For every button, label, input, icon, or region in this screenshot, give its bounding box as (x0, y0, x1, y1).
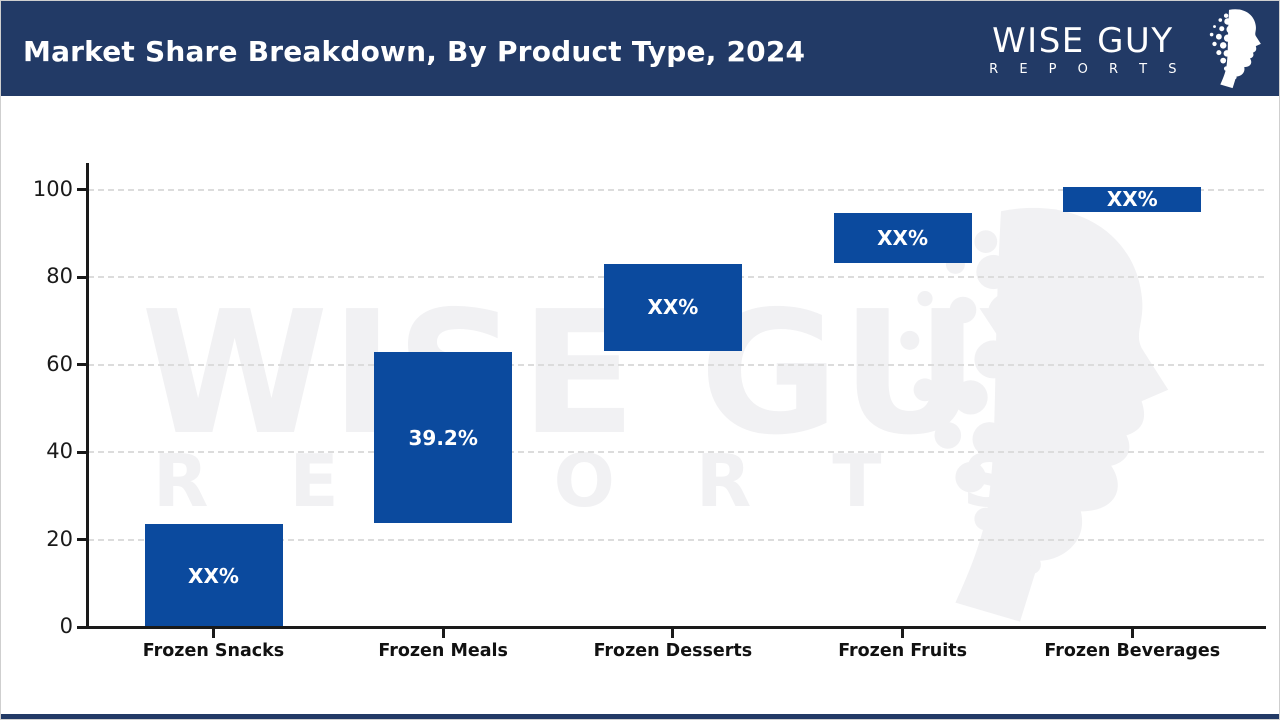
y-tick-label: 100 (32, 176, 73, 201)
y-tick-label: 80 (46, 264, 73, 288)
logo-subtitle: R E P O R T S (989, 62, 1185, 77)
y-tick-label: 20 (46, 526, 73, 551)
y-tick-mark (77, 275, 88, 279)
bar-value-label: XX% (188, 563, 239, 588)
bar-value-label: XX% (877, 225, 929, 250)
header-bar: Market Share Breakdown, By Product Type,… (1, 1, 1279, 96)
bar-frozen-desserts: XX% (603, 264, 742, 351)
gridline-20 (88, 538, 1264, 541)
gridline-40 (88, 451, 1264, 453)
y-tick-label: 40 (46, 439, 73, 463)
y-tick-label: 0 (59, 614, 73, 638)
y-tick-label: 60 (46, 351, 73, 376)
x-tick-mark (441, 629, 445, 638)
bar-frozen-snacks: XX% (144, 524, 283, 627)
y-tick-mark (77, 188, 88, 191)
y-tick-mark (77, 625, 88, 629)
x-tick-mark (212, 629, 215, 638)
bar-value-label: 39.2% (408, 425, 478, 450)
y-tick-mark (77, 450, 88, 454)
x-category-label: Frozen Snacks (142, 641, 285, 661)
logo-text: WISE GUY R E P O R T S (981, 21, 1185, 77)
logo-wordmark: WISE GUY (992, 21, 1174, 61)
bar-frozen-meals: 39.2% (374, 351, 513, 524)
bar-value-label: XX% (1106, 187, 1158, 212)
y-tick-mark (77, 538, 88, 541)
bar-value-label: XX% (647, 295, 699, 320)
page-title: Market Share Breakdown, By Product Type,… (23, 35, 806, 68)
x-category-label: Frozen Beverages (1044, 641, 1221, 661)
y-tick-mark (77, 363, 88, 366)
x-tick-mark (901, 629, 905, 638)
bar-frozen-fruits: XX% (833, 212, 972, 263)
watermark-subtitle: R E P O R T S (153, 439, 1042, 523)
footer-bar (1, 714, 1279, 719)
y-axis-line (86, 163, 89, 629)
x-category-label: Frozen Desserts (593, 641, 753, 661)
gridline-60 (88, 363, 1264, 366)
x-tick-mark (671, 629, 675, 638)
x-category-label: Frozen Fruits (838, 641, 967, 661)
gridline-100 (88, 188, 1264, 191)
wise-guy-reports-logo: WISE GUY R E P O R T S (981, 7, 1267, 91)
x-axis-line (85, 626, 1266, 629)
bar-frozen-beverages: XX% (1063, 186, 1202, 212)
x-tick-mark (1130, 629, 1134, 638)
x-category-label: Frozen Meals (378, 641, 508, 661)
